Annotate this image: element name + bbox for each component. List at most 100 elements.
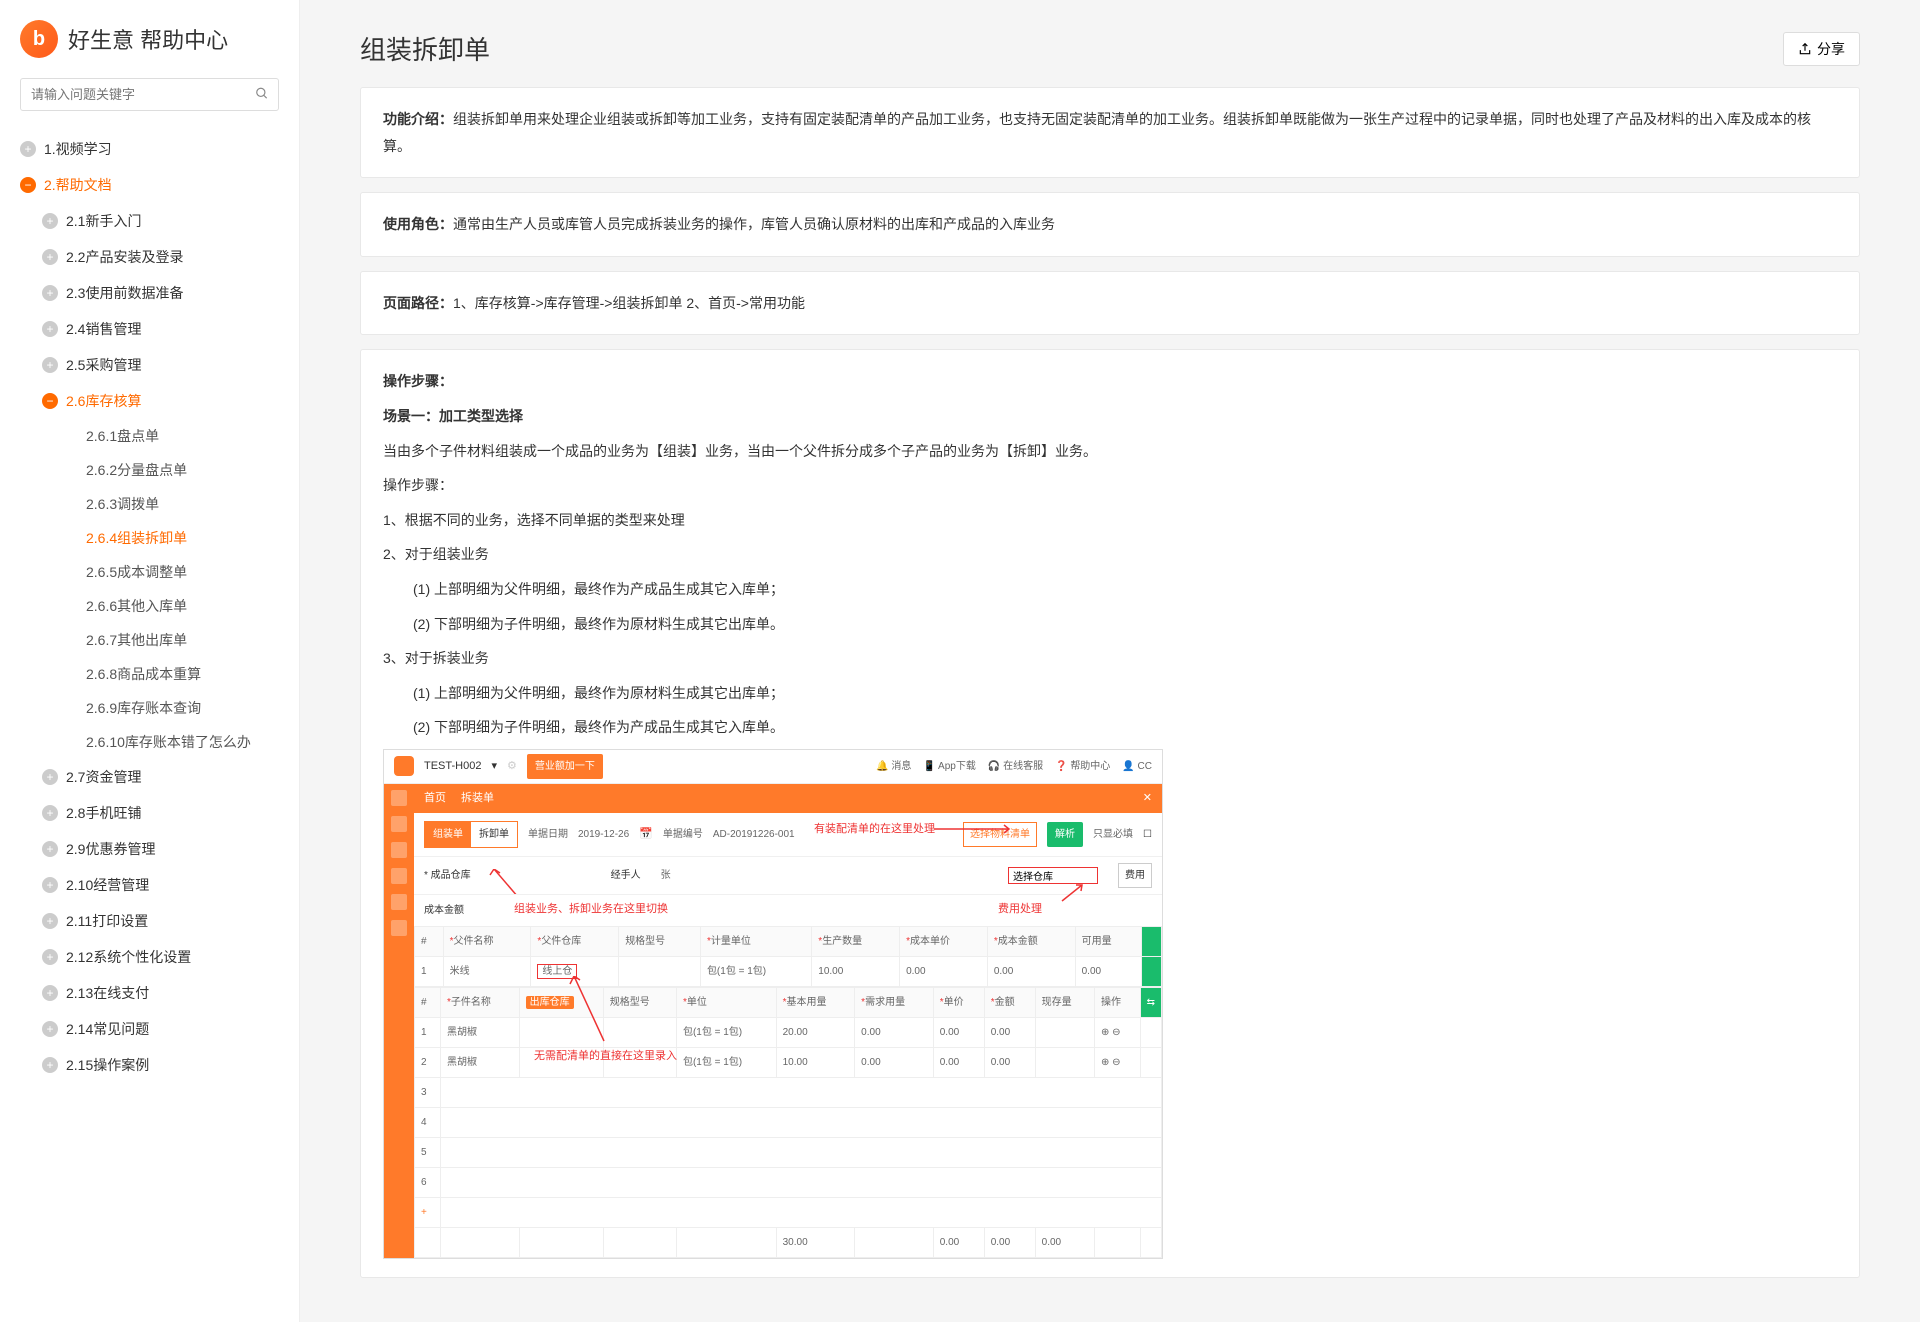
nav-2-7[interactable]: +2.7资金管理 [42,759,279,795]
nav-2-2[interactable]: +2.2产品安装及登录 [42,239,279,275]
search-icon[interactable] [255,86,269,103]
nav-label: 2.15操作案例 [66,1055,149,1075]
table-add-row: + [415,1197,1162,1227]
nav-2-4[interactable]: +2.4销售管理 [42,311,279,347]
th2-tc: 金额 [984,987,1035,1017]
nav-2-6-8[interactable]: 2.6.8商品成本重算 [86,657,279,691]
nav-2-3[interactable]: +2.3使用前数据准备 [42,275,279,311]
scene-desc: 当由多个子件材料组装成一个成品的业务为【组装】业务，当由一个父件拆分成多个子产品… [383,438,1837,465]
nav-2-9[interactable]: +2.9优惠券管理 [42,831,279,867]
plus-icon: + [42,877,58,893]
nav-2-8[interactable]: +2.8手机旺铺 [42,795,279,831]
ss-person-label: 经手人 [611,866,641,885]
nav-2-5[interactable]: +2.5采购管理 [42,347,279,383]
ss-nav-icon [391,894,407,910]
plus-icon: + [42,285,58,301]
logo-row: b 好生意 帮助中心 [20,20,279,58]
table-row: 1黑胡椒包(1包 = 1包)20.000.000.000.00⊕ ⊖ [415,1017,1162,1047]
th-parent-wh: 父件仓库 [531,926,619,956]
nav-2-6-5[interactable]: 2.6.5成本调整单 [86,555,279,589]
annotation-switch: 组装业务、拆卸业务在这里切换 [514,899,668,920]
nav-label: 2.7资金管理 [66,767,141,787]
steps-title: 操作步骤： [383,368,1837,395]
steps-label: 操作步骤： [383,472,1837,499]
minus-icon: − [42,393,58,409]
nav-2-6-3[interactable]: 2.6.3调拨单 [86,487,279,521]
th2-unit: 单位 [676,987,776,1017]
logo-icon: b [20,20,58,58]
nav-video[interactable]: +1.视频学习 [20,131,279,167]
nav-2-12[interactable]: +2.12系统个性化设置 [42,939,279,975]
nav-label: 2.10经营管理 [66,875,149,895]
th2-uc: 单价 [933,987,984,1017]
role-card: 使用角色：通常由生产人员或库管人员完成拆装业务的操作，库管人员确认原材料的出库和… [360,192,1860,257]
ss-nav-icon [391,868,407,884]
ss-company: TEST-H002 [424,756,481,777]
nav-2-1[interactable]: +2.1新手入门 [42,203,279,239]
search-input[interactable] [20,78,279,111]
nav-2-14[interactable]: +2.14常见问题 [42,1011,279,1047]
nav-2-15[interactable]: +2.15操作案例 [42,1047,279,1083]
table-row: 2黑胡椒包(1包 = 1包)10.000.000.000.00⊕ ⊖ [415,1047,1162,1077]
ss-amt-label: 成本金额 [424,901,464,920]
site-title: 好生意 帮助中心 [68,23,228,55]
th-ucost: 成本单价 [900,926,988,956]
plus-icon: + [42,769,58,785]
th2-qty: 基本用量 [776,987,855,1017]
plus-icon: + [42,1057,58,1073]
nav-2-10[interactable]: +2.10经营管理 [42,867,279,903]
ss-nav-icon [391,842,407,858]
nav-2-11[interactable]: +2.11打印设置 [42,903,279,939]
nav-label: 2.8手机旺铺 [66,803,141,823]
ss-nav-icon [391,920,407,936]
ss-no-label: 单据编号 [663,825,703,844]
plus-icon: + [42,841,58,857]
nav-label: 1.视频学习 [44,139,112,159]
nav-2-6-1[interactable]: 2.6.1盘点单 [86,419,279,453]
nav-label: 2.2产品安装及登录 [66,247,183,267]
plus-icon: + [42,249,58,265]
nav-2-6-10[interactable]: 2.6.10库存账本错了怎么办 [86,725,279,759]
ss-tab-doc: 拆装单 [461,788,494,809]
plus-icon: + [42,913,58,929]
ss-user: CC [1138,761,1152,772]
nav-label: 2.6库存核算 [66,391,141,411]
content-card: 操作步骤： 场景一：加工类型选择 当由多个子件材料组装成一个成品的业务为【组装】… [360,349,1860,1277]
ss-parse-btn: 解析 [1047,822,1083,847]
th2-op: 操作 [1095,987,1141,1017]
nav-2-6[interactable]: −2.6库存核算 [42,383,279,419]
share-button[interactable]: 分享 [1783,32,1860,66]
ss-sidebar [384,784,414,1258]
ss-nav-icon [391,790,407,806]
table-row: 3 [415,1077,1162,1107]
table-sum-row: 30.000.000.000.00 [415,1227,1162,1257]
nav-2-6-2[interactable]: 2.6.2分量盘点单 [86,453,279,487]
nav-docs[interactable]: −2.帮助文档 [20,167,279,203]
plus-icon: + [42,321,58,337]
ss-logo-icon [394,756,414,776]
nav-2-6-4[interactable]: 2.6.4组装拆卸单 [86,521,279,555]
annotation-bom: 有装配清单的在这里处理 [814,819,935,840]
ss-nav-icon [391,816,407,832]
nav-2-13[interactable]: +2.13在线支付 [42,975,279,1011]
nav-2-6-6[interactable]: 2.6.6其他入库单 [86,589,279,623]
ss-top-btn: 营业额加一下 [527,754,603,779]
ss-row3: 成本金额 组装业务、拆卸业务在这里切换 费用处理 [414,894,1162,926]
ss-close-icon: ✕ [1143,788,1152,809]
nav-label: 2.4销售管理 [66,319,141,339]
nav-label: 2.14常见问题 [66,1019,149,1039]
nav-2-6-9[interactable]: 2.6.9库存账本查询 [86,691,279,725]
minus-icon: − [20,177,36,193]
ss-wh-input [1008,867,1098,884]
plus-icon: + [42,213,58,229]
ss-no-val: AD-20191226-001 [713,825,795,844]
embedded-screenshot: TEST-H002 ▾ ⚙ 营业额加一下 🔔 消息 📱 App下载 🎧 在线客服… [383,749,1163,1259]
plus-icon: + [42,1021,58,1037]
ss-reset-btn: 只显必填 [1093,825,1133,844]
th-unit: 计量单位 [700,926,811,956]
table-row: 6 [415,1167,1162,1197]
nav-2-6-7[interactable]: 2.6.7其他出库单 [86,623,279,657]
nav-label: 2.1新手入门 [66,211,141,231]
ss-bill-btn: 费用 [1118,863,1152,888]
annotation-direct: 无需配清单的直接在这里录入 [534,1046,677,1067]
